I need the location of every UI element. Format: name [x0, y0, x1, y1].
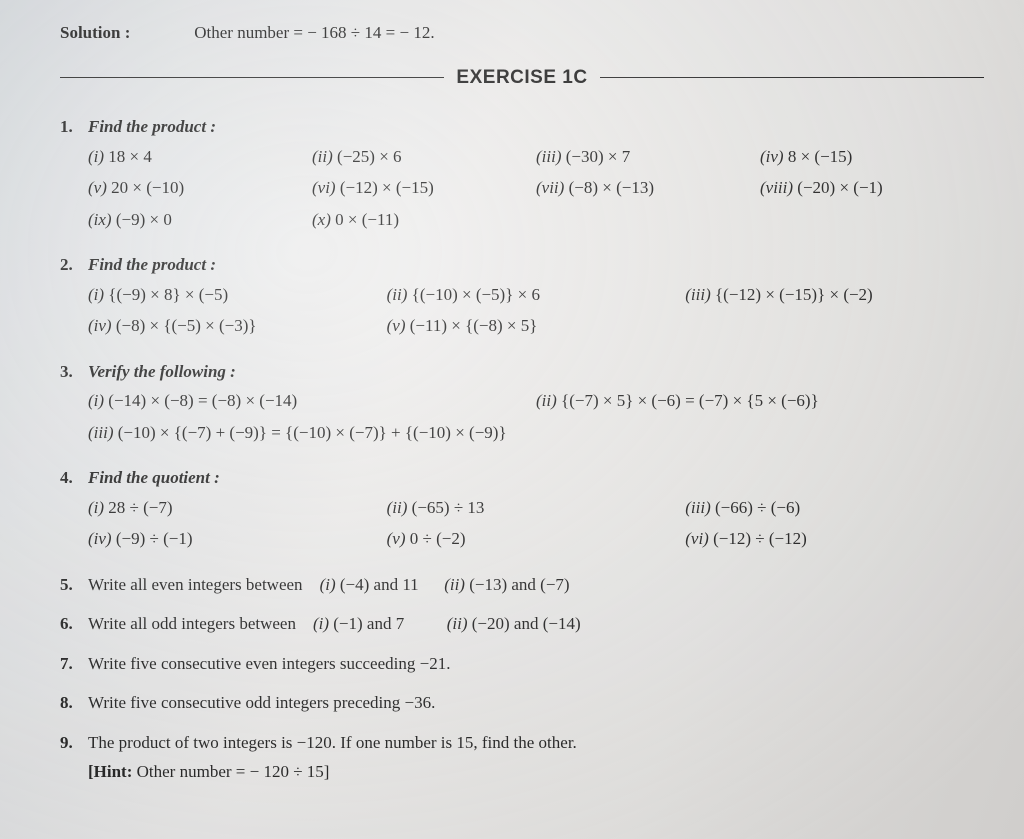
- q4-part-vi: (vi) (−12) ÷ (−12): [685, 526, 984, 558]
- question-9: 9. The product of two integers is −120. …: [60, 730, 984, 785]
- q3-parts: (i) (−14) × (−8) = (−8) × (−14) (ii) {(−…: [88, 388, 984, 451]
- q3-prompt: Verify the following :: [88, 362, 236, 381]
- question-3: 3. Verify the following : (i) (−14) × (−…: [60, 359, 984, 452]
- q7-text: Write five consecutive even integers suc…: [88, 654, 450, 673]
- q2-part-v: (v) (−11) × {(−8) × 5}: [387, 313, 686, 345]
- q6-number: 6.: [60, 611, 73, 637]
- header-rule-left: [60, 77, 444, 78]
- question-7: 7. Write five consecutive even integers …: [60, 651, 984, 677]
- q2-part-ii: (ii) {(−10) × (−5)} × 6: [387, 282, 686, 314]
- q9-hint-label: [Hint:: [88, 762, 132, 781]
- solution-text: Other number = − 168 ÷ 14 = − 12.: [194, 20, 434, 46]
- q1-prompt: Find the product :: [88, 117, 216, 136]
- q2-prompt: Find the product :: [88, 255, 216, 274]
- q1-part-vi: (vi) (−12) × (−15): [312, 175, 536, 207]
- q4-part-v: (v) 0 ÷ (−2): [387, 526, 686, 558]
- q4-parts: (i) 28 ÷ (−7) (ii) (−65) ÷ 13 (iii) (−66…: [88, 495, 984, 558]
- q7-number: 7.: [60, 651, 73, 677]
- exercise-header: EXERCISE 1C: [60, 64, 984, 93]
- q5-text: Write all even integers between: [88, 575, 303, 594]
- q1-part-v: (v) 20 × (−10): [88, 175, 312, 207]
- q4-part-i: (i) 28 ÷ (−7): [88, 495, 387, 527]
- q3-part-iii: (iii) (−10) × {(−7) + (−9)} = {(−10) × (…: [88, 420, 984, 452]
- q5-number: 5.: [60, 572, 73, 598]
- q3-number: 3.: [60, 359, 73, 385]
- q2-part-i: (i) {(−9) × 8} × (−5): [88, 282, 387, 314]
- q1-part-iii: (iii) (−30) × 7: [536, 144, 760, 176]
- q8-number: 8.: [60, 690, 73, 716]
- q3-part-ii: (ii) {(−7) × 5} × (−6) = (−7) × {5 × (−6…: [536, 388, 984, 420]
- question-4: 4. Find the quotient : (i) 28 ÷ (−7) (ii…: [60, 465, 984, 558]
- q1-part-x: (x) 0 × (−11): [312, 207, 536, 239]
- q6-part-ii: (−20) and (−14): [472, 614, 581, 633]
- header-rule-right: [600, 77, 984, 78]
- q4-prompt: Find the quotient :: [88, 468, 220, 487]
- solution-line: Solution : Other number = − 168 ÷ 14 = −…: [60, 20, 984, 46]
- q9-hint: [Hint: Other number = − 120 ÷ 15]: [88, 759, 984, 785]
- q5-part-ii: (−13) and (−7): [469, 575, 569, 594]
- q8-text: Write five consecutive odd integers prec…: [88, 693, 435, 712]
- q1-part-vii: (vii) (−8) × (−13): [536, 175, 760, 207]
- q6-part-i: (−1) and 7: [333, 614, 404, 633]
- q6-text: Write all odd integers between: [88, 614, 296, 633]
- q1-part-i: (i) 18 × 4: [88, 144, 312, 176]
- question-8: 8. Write five consecutive odd integers p…: [60, 690, 984, 716]
- q9-hint-text: Other number = − 120 ÷ 15]: [132, 762, 329, 781]
- q1-part-ix: (ix) (−9) × 0: [88, 207, 312, 239]
- questions-list: 1. Find the product : (i) 18 × 4 (ii) (−…: [60, 114, 984, 785]
- exercise-title: EXERCISE 1C: [444, 64, 599, 93]
- q4-part-ii: (ii) (−65) ÷ 13: [387, 495, 686, 527]
- q1-number: 1.: [60, 114, 73, 140]
- q4-number: 4.: [60, 465, 73, 491]
- q9-number: 9.: [60, 730, 73, 756]
- q1-part-iv: (iv) 8 × (−15): [760, 144, 984, 176]
- q2-part-iv: (iv) (−8) × {(−5) × (−3)}: [88, 313, 387, 345]
- q4-part-iv: (iv) (−9) ÷ (−1): [88, 526, 387, 558]
- q1-parts: (i) 18 × 4 (ii) (−25) × 6 (iii) (−30) × …: [88, 144, 984, 239]
- question-2: 2. Find the product : (i) {(−9) × 8} × (…: [60, 252, 984, 345]
- solution-label: Solution :: [60, 20, 190, 46]
- q1-part-ii: (ii) (−25) × 6: [312, 144, 536, 176]
- question-1: 1. Find the product : (i) 18 × 4 (ii) (−…: [60, 114, 984, 238]
- question-6: 6. Write all odd integers between (i) (−…: [60, 611, 984, 637]
- question-5: 5. Write all even integers between (i) (…: [60, 572, 984, 598]
- q5-part-i: (−4) and 11: [340, 575, 419, 594]
- q2-parts: (i) {(−9) × 8} × (−5) (ii) {(−10) × (−5)…: [88, 282, 984, 345]
- q2-part-iii: (iii) {(−12) × (−15)} × (−2): [685, 282, 984, 314]
- q3-part-i: (i) (−14) × (−8) = (−8) × (−14): [88, 388, 536, 420]
- q2-number: 2.: [60, 252, 73, 278]
- q9-text: The product of two integers is −120. If …: [88, 733, 577, 752]
- q1-part-viii: (viii) (−20) × (−1): [760, 175, 984, 207]
- q4-part-iii: (iii) (−66) ÷ (−6): [685, 495, 984, 527]
